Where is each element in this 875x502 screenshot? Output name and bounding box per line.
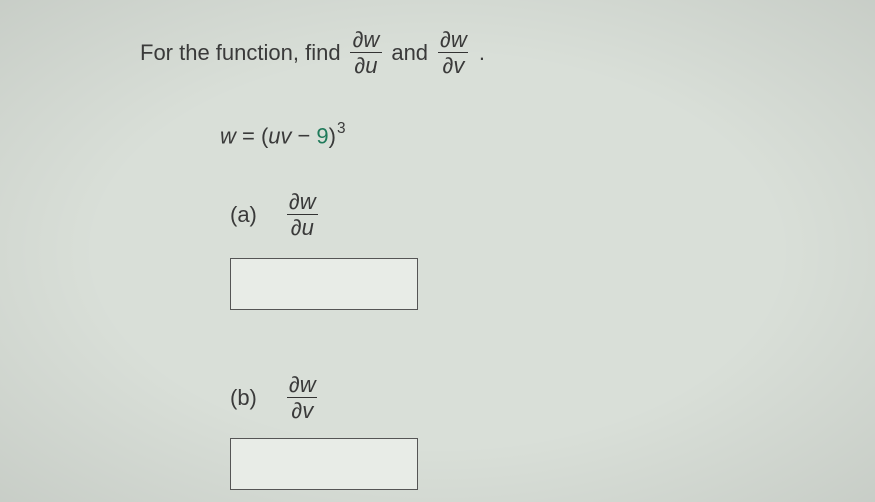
- fraction-num: ∂w: [436, 28, 471, 52]
- fraction-num: ∂w: [285, 190, 320, 214]
- part-a: (a) ∂w ∂u: [230, 190, 320, 239]
- fraction-num: ∂w: [349, 28, 384, 52]
- prompt-and: and: [391, 40, 428, 66]
- fraction-den: ∂v: [287, 397, 317, 422]
- part-b-label: (b): [230, 385, 257, 411]
- fraction-num: ∂w: [285, 373, 320, 397]
- prompt-period: .: [479, 40, 485, 66]
- part-a-fraction: ∂w ∂u: [285, 190, 320, 239]
- equation-lhs: w: [220, 123, 236, 148]
- prompt-prefix: For the function, find: [140, 40, 341, 66]
- fraction-den: ∂u: [350, 52, 381, 77]
- part-b: (b) ∂w ∂v: [230, 373, 320, 422]
- fraction-dw-du: ∂w ∂u: [349, 28, 384, 77]
- equation-uv: uv: [268, 123, 291, 148]
- answer-input-a[interactable]: [230, 258, 418, 310]
- fraction-dw-dv: ∂w ∂v: [436, 28, 471, 77]
- equation-constant: 9: [316, 123, 328, 148]
- equation: w = (uv−9)3: [220, 122, 345, 149]
- prompt-line: For the function, find ∂w ∂u and ∂w ∂v .: [140, 28, 485, 77]
- answer-input-b[interactable]: [230, 438, 418, 490]
- fraction-den: ∂u: [287, 214, 318, 239]
- fraction-den: ∂v: [438, 52, 468, 77]
- equation-close: ): [329, 123, 336, 148]
- equation-exponent: 3: [337, 120, 346, 137]
- part-a-label: (a): [230, 202, 257, 228]
- part-b-fraction: ∂w ∂v: [285, 373, 320, 422]
- problem-page: For the function, find ∂w ∂u and ∂w ∂v .…: [0, 18, 875, 502]
- equation-equals: =: [236, 123, 261, 148]
- equation-minus: −: [292, 123, 317, 148]
